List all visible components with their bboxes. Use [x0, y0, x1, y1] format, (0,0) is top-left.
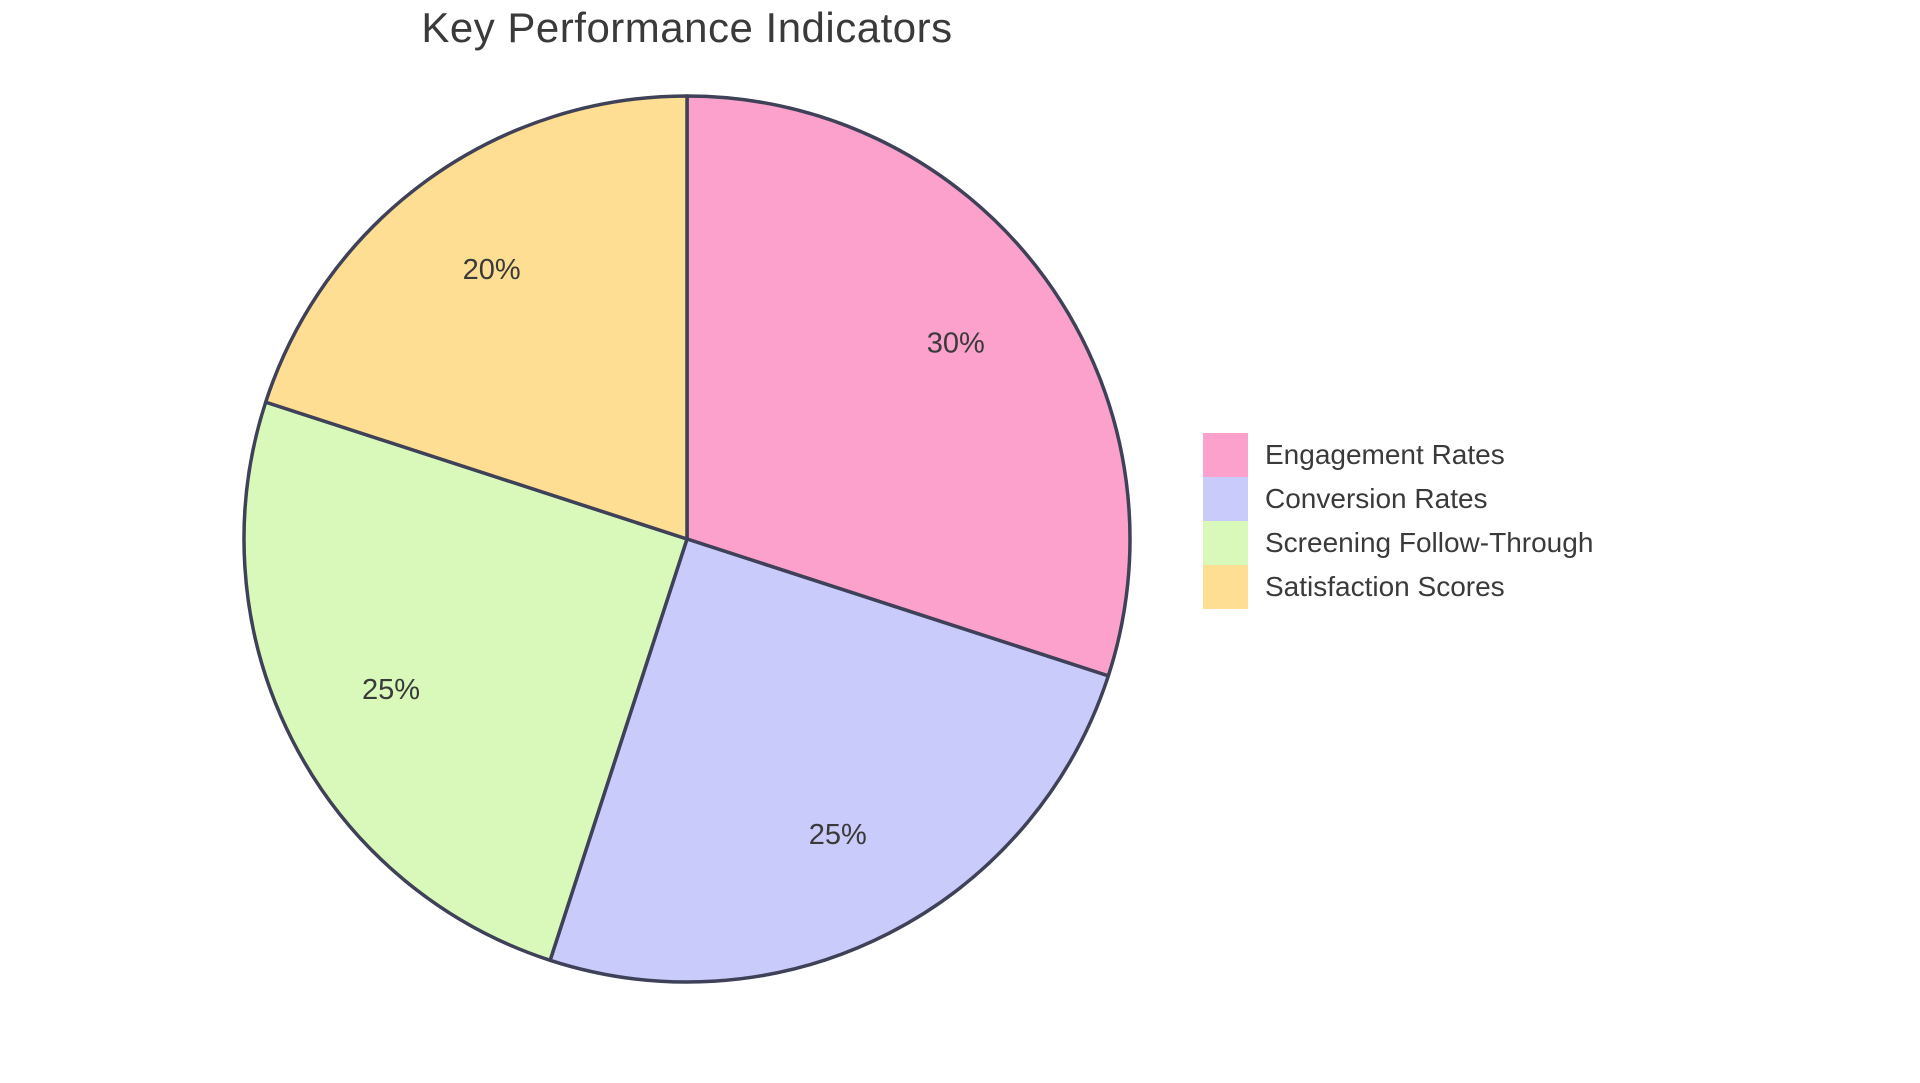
legend-swatch-screening-follow-through — [1203, 521, 1248, 565]
legend-item-conversion-rates: Conversion Rates — [1203, 477, 1593, 521]
legend-item-engagement-rates: Engagement Rates — [1203, 433, 1593, 477]
pie-percent-label-engagement-rates: 30% — [927, 328, 985, 360]
legend-swatch-satisfaction-scores — [1203, 565, 1248, 609]
pie-slice-engagement-rates — [685, 94, 1132, 678]
pie-slice-satisfaction-scores — [263, 94, 689, 541]
legend-label-engagement-rates: Engagement Rates — [1265, 439, 1505, 470]
chart-title: Key Performance Indicators — [421, 4, 953, 51]
pie-slice-conversion-rates — [548, 537, 1111, 984]
legend-label-satisfaction-scores: Satisfaction Scores — [1265, 571, 1505, 602]
pie-percent-label-satisfaction-scores: 20% — [463, 254, 521, 286]
pie-slice-screening-follow-through — [242, 400, 689, 963]
legend-item-screening-follow-through: Screening Follow-Through — [1203, 521, 1593, 565]
legend-swatch-engagement-rates — [1203, 433, 1248, 477]
legend: Engagement Rates Conversion Rates Screenin… — [1203, 433, 1593, 609]
legend-label-screening-follow-through: Screening Follow-Through — [1265, 527, 1594, 558]
legend-item-satisfaction-scores: Satisfaction Scores — [1203, 565, 1593, 609]
pie-percent-label-conversion-rates: 25% — [809, 819, 867, 851]
pie-percent-label-screening-follow-through: 25% — [362, 674, 420, 706]
legend-label-conversion-rates: Conversion Rates — [1265, 483, 1488, 514]
legend-swatch-conversion-rates — [1203, 477, 1248, 521]
